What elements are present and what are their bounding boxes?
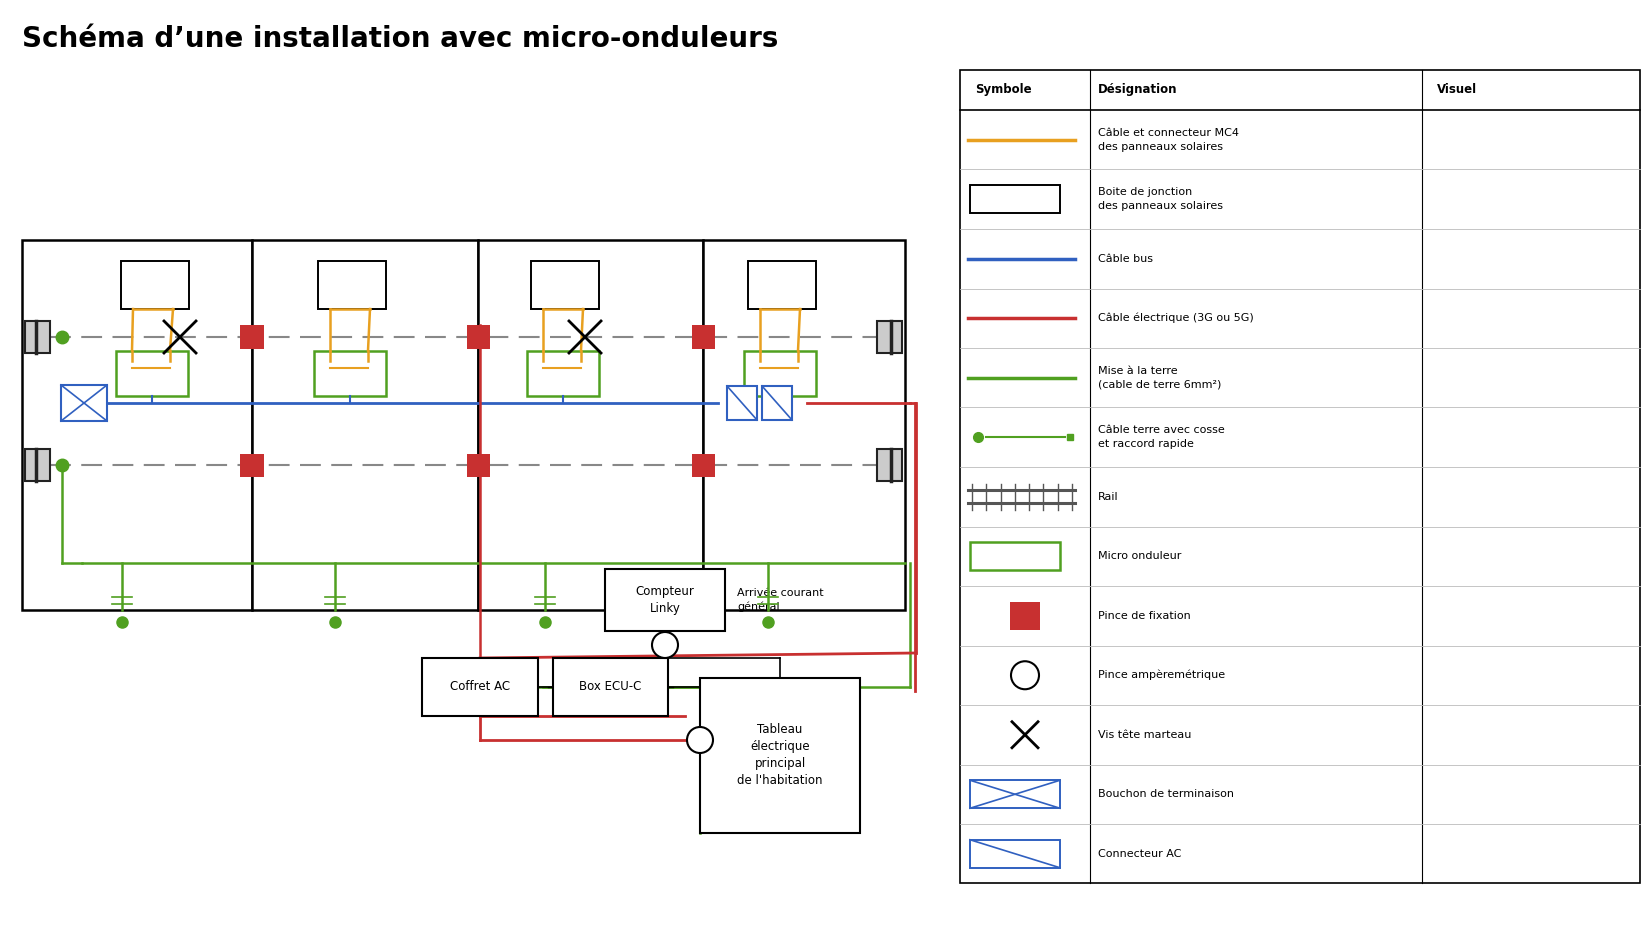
Bar xyxy=(877,321,901,353)
Bar xyxy=(748,261,816,309)
Bar xyxy=(21,240,252,610)
Circle shape xyxy=(1010,661,1038,689)
Text: Câble et connecteur MC4
des panneaux solaires: Câble et connecteur MC4 des panneaux sol… xyxy=(1098,128,1239,152)
Bar xyxy=(120,261,190,309)
Bar xyxy=(315,351,386,396)
Text: Symbole: Symbole xyxy=(976,83,1032,96)
Text: Mise à la terre
(cable de terre 6mm²): Mise à la terre (cable de terre 6mm²) xyxy=(1098,365,1221,389)
Bar xyxy=(318,261,386,309)
Bar xyxy=(531,261,598,309)
Bar xyxy=(527,351,598,396)
Bar xyxy=(478,240,704,610)
Bar xyxy=(1010,602,1040,630)
Text: Tableau
électrique
principal
de l'habitation: Tableau électrique principal de l'habita… xyxy=(737,723,822,787)
Text: Pince de fixation: Pince de fixation xyxy=(1098,610,1192,621)
Text: Pince ampèremétrique: Pince ampèremétrique xyxy=(1098,670,1224,681)
Bar xyxy=(971,781,1060,808)
Text: Câble électrique (3G ou 5G): Câble électrique (3G ou 5G) xyxy=(1098,313,1254,324)
Text: Visuel: Visuel xyxy=(1437,83,1477,96)
Bar xyxy=(241,326,264,349)
Bar xyxy=(761,386,793,420)
Bar xyxy=(605,569,725,631)
Bar xyxy=(692,326,715,349)
Text: Box ECU-C: Box ECU-C xyxy=(578,681,641,694)
Bar xyxy=(877,449,901,481)
Text: Arrivée courant
général: Arrivée courant général xyxy=(737,588,824,612)
Bar xyxy=(61,385,107,421)
Text: Câble bus: Câble bus xyxy=(1098,253,1154,264)
Bar xyxy=(692,453,715,476)
Bar xyxy=(466,326,489,349)
Text: Schéma d’une installation avec micro-onduleurs: Schéma d’une installation avec micro-ond… xyxy=(21,25,778,53)
Text: Coffret AC: Coffret AC xyxy=(450,681,511,694)
Bar xyxy=(252,240,478,610)
Text: Compteur
Linky: Compteur Linky xyxy=(636,585,694,615)
Bar xyxy=(552,658,667,716)
Bar xyxy=(115,351,188,396)
Bar xyxy=(25,449,49,481)
Bar xyxy=(704,240,905,610)
Bar xyxy=(241,453,264,476)
Bar xyxy=(422,658,537,716)
Bar xyxy=(727,386,756,420)
Bar xyxy=(743,351,816,396)
Circle shape xyxy=(653,632,677,658)
Bar xyxy=(971,542,1060,570)
Text: Vis tête marteau: Vis tête marteau xyxy=(1098,730,1192,740)
Bar xyxy=(466,453,489,476)
Text: Boite de jonction
des panneaux solaires: Boite de jonction des panneaux solaires xyxy=(1098,187,1223,211)
Circle shape xyxy=(687,727,714,753)
Text: Rail: Rail xyxy=(1098,492,1119,501)
Bar xyxy=(700,677,860,832)
Bar xyxy=(961,70,1640,883)
Bar xyxy=(971,840,1060,868)
Text: Désignation: Désignation xyxy=(1098,83,1178,96)
Text: Connecteur AC: Connecteur AC xyxy=(1098,849,1182,858)
Text: Bouchon de terminaison: Bouchon de terminaison xyxy=(1098,789,1234,799)
Bar xyxy=(971,185,1060,214)
Text: Câble terre avec cosse
et raccord rapide: Câble terre avec cosse et raccord rapide xyxy=(1098,426,1224,450)
Bar xyxy=(25,321,49,353)
Text: Micro onduleur: Micro onduleur xyxy=(1098,551,1182,561)
